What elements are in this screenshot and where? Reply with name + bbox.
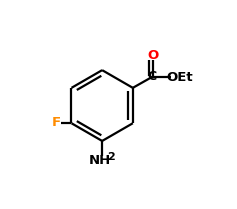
Text: O: O — [148, 50, 159, 62]
Text: F: F — [52, 116, 61, 129]
Text: 2: 2 — [107, 152, 114, 162]
Text: C: C — [147, 70, 156, 83]
Text: OEt: OEt — [167, 71, 193, 84]
Text: NH: NH — [89, 154, 111, 167]
